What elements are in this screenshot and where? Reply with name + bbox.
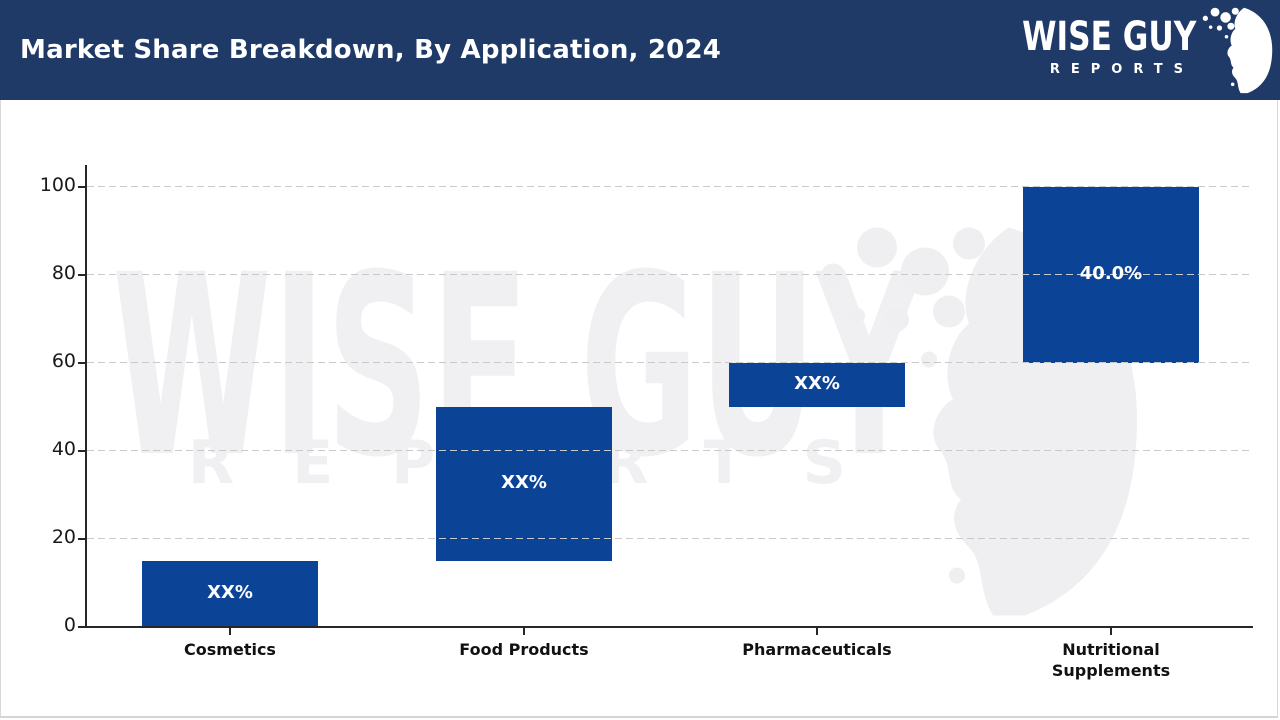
grid-line	[87, 538, 1253, 539]
x-tick-mark	[523, 628, 525, 635]
brand-logo-subtitle: REPORTS	[1049, 62, 1194, 77]
x-tick-mark	[229, 628, 231, 635]
x-axis-line	[85, 626, 1253, 628]
bar	[1023, 187, 1199, 363]
bar-value-label: XX%	[501, 472, 547, 493]
brand-logo: WISE GUY REPORTS	[973, 14, 1196, 77]
y-tick-label: 0	[63, 614, 76, 636]
grid-line	[87, 450, 1253, 451]
x-tick-label: Pharmaceuticals	[742, 640, 892, 659]
y-tick-label: 80	[51, 262, 76, 284]
grid-line	[87, 362, 1253, 363]
y-tick-mark	[78, 626, 85, 628]
brand-face-icon	[1202, 7, 1273, 94]
page-title: Market Share Breakdown, By Application, …	[20, 35, 722, 65]
y-axis-line	[85, 165, 87, 628]
x-tick-mark	[816, 628, 818, 635]
bar	[142, 561, 318, 627]
x-tick-label: Food Products	[459, 640, 589, 659]
grid-line	[87, 186, 1253, 187]
bar	[729, 363, 905, 407]
header-bar: Market Share Breakdown, By Application, …	[0, 0, 1280, 100]
bar-value-label: XX%	[207, 582, 253, 603]
y-tick-label: 60	[51, 350, 76, 372]
grid-line	[87, 274, 1253, 275]
bar-value-label: XX%	[794, 373, 840, 394]
x-tick-label: Nutritional Supplements	[1051, 640, 1171, 680]
brand-logo-name: WISE GUY	[1021, 14, 1196, 60]
y-tick-mark	[78, 538, 85, 540]
y-tick-label: 20	[51, 526, 76, 548]
y-tick-mark	[78, 362, 85, 364]
y-tick-mark	[78, 274, 85, 276]
y-tick-mark	[78, 450, 85, 452]
y-tick-label: 40	[51, 438, 76, 460]
x-tick-label: Cosmetics	[184, 640, 276, 659]
bar	[436, 407, 612, 561]
y-tick-mark	[78, 186, 85, 188]
bar-value-label: 40.0%	[1079, 263, 1143, 284]
y-tick-label: 100	[39, 174, 76, 196]
x-tick-mark	[1110, 628, 1112, 635]
